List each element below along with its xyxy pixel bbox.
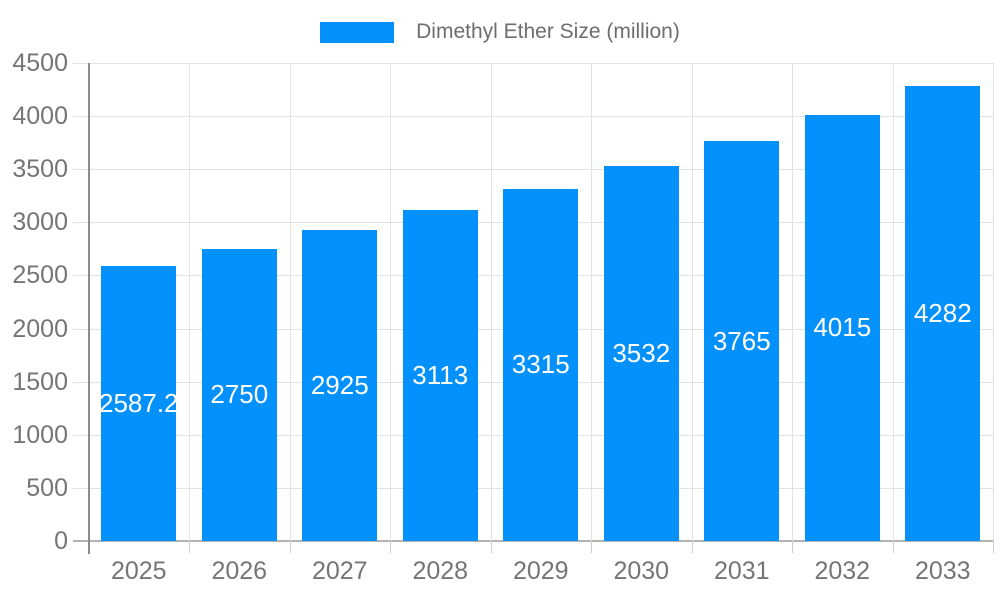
gridline-vertical <box>189 63 190 541</box>
gridline-vertical <box>691 63 693 541</box>
y-axis-line <box>87 63 90 554</box>
bar-value-label: 2587.2 <box>98 388 179 419</box>
bar[interactable]: 4282 <box>905 86 981 541</box>
gridline-horizontal <box>72 63 993 64</box>
x-axis-tick <box>792 541 793 553</box>
y-tick-label: 2500 <box>12 261 68 290</box>
bar-value-label: 2750 <box>210 379 269 410</box>
gridline-vertical <box>591 63 592 541</box>
bar[interactable]: 3113 <box>402 210 478 541</box>
x-axis-tick <box>993 541 994 553</box>
x-tick-label: 2031 <box>713 557 770 585</box>
y-tick-label: 1500 <box>12 367 68 396</box>
x-axis-tick <box>892 541 894 553</box>
x-axis-line <box>72 540 993 542</box>
y-tick-label: 4500 <box>12 49 68 77</box>
y-tick-label: 3500 <box>12 155 68 184</box>
gridline-horizontal <box>72 169 993 171</box>
x-tick-label: 2028 <box>412 557 469 585</box>
x-axis-tick <box>390 541 391 553</box>
bar[interactable]: 3765 <box>704 141 780 541</box>
legend-item[interactable]: Dimethyl Ether Size (million) <box>0 20 1000 44</box>
bar-value-label: 2925 <box>310 370 369 401</box>
legend-swatch <box>320 21 395 43</box>
x-tick-label: 2032 <box>814 557 871 585</box>
bar-value-label: 3113 <box>412 360 469 391</box>
y-tick-label: 0 <box>54 527 68 555</box>
bar-value-label: 3315 <box>511 349 570 380</box>
y-tick-label: 500 <box>26 473 68 502</box>
bar-value-label: 4282 <box>913 298 972 329</box>
x-axis-tick <box>189 541 190 553</box>
bar[interactable]: 4015 <box>804 114 880 541</box>
bar-value-label: 4015 <box>813 312 872 343</box>
bar[interactable]: 3532 <box>603 165 679 541</box>
y-tick-label: 4000 <box>12 102 68 131</box>
gridline-vertical <box>993 63 994 541</box>
x-tick-label: 2029 <box>512 557 569 585</box>
bar-value-label: 3532 <box>612 337 671 368</box>
x-tick-label: 2030 <box>613 557 670 585</box>
gridline-vertical <box>490 63 492 541</box>
x-tick-label: 2033 <box>914 557 971 585</box>
gridline-vertical <box>792 63 793 541</box>
x-tick-label: 2025 <box>110 557 167 585</box>
x-axis-tick <box>591 541 592 553</box>
y-tick-label: 3000 <box>12 208 68 237</box>
x-axis-tick <box>490 541 492 553</box>
legend-label: Dimethyl Ether Size (million) <box>416 20 680 43</box>
gridline-vertical <box>390 63 391 541</box>
y-tick-label: 1000 <box>12 420 68 449</box>
bar-value-label: 3765 <box>712 325 771 356</box>
x-tick-label: 2027 <box>311 557 368 585</box>
bar[interactable]: 2587.2 <box>98 266 179 541</box>
x-axis-tick <box>289 541 291 553</box>
x-tick-label: 2026 <box>211 557 268 585</box>
gridline-vertical <box>289 63 291 541</box>
gridline-horizontal <box>72 116 993 118</box>
bar[interactable]: 2925 <box>302 230 378 541</box>
bar[interactable]: 2750 <box>201 248 277 541</box>
gridline-vertical <box>892 63 894 541</box>
y-tick-label: 2000 <box>12 314 68 343</box>
bar[interactable]: 3315 <box>503 188 579 541</box>
x-axis-tick <box>691 541 693 553</box>
